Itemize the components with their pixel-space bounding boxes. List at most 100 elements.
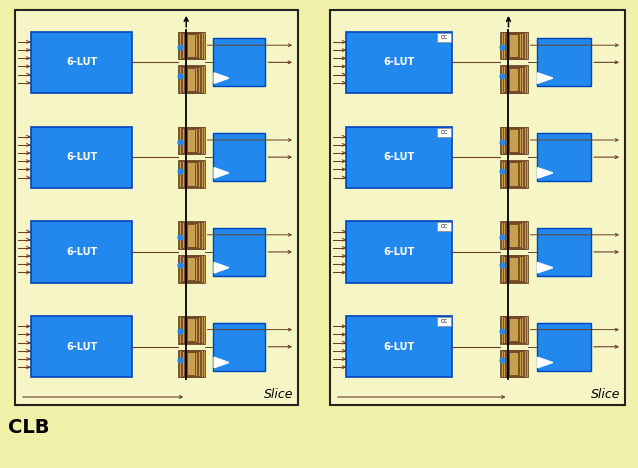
Bar [503,161,524,187]
Bar [181,317,202,343]
Bar [438,222,452,231]
Bar [506,128,521,153]
Bar [501,32,526,59]
Bar [178,32,205,59]
Bar [179,32,203,59]
Bar [505,222,523,248]
Bar [509,224,518,247]
Polygon shape [214,263,229,273]
Bar [181,222,202,248]
Bar [179,256,203,282]
Polygon shape [537,263,553,273]
Bar [500,160,528,188]
Bar [31,126,133,188]
Bar [182,256,200,281]
Bar [179,127,203,154]
Bar [184,128,198,153]
Bar [178,350,205,377]
Bar [213,38,265,86]
Bar [508,128,519,152]
Bar [506,33,521,58]
Polygon shape [214,73,229,83]
Bar [186,162,197,186]
Text: OC: OC [441,224,448,229]
Bar [500,32,528,59]
Bar [181,351,202,377]
Text: 6-LUT: 6-LUT [66,58,97,67]
Bar [505,317,523,343]
Bar [187,257,195,280]
Bar [330,10,625,405]
Bar [179,222,203,249]
Bar [509,129,518,152]
Text: Slice: Slice [591,388,620,401]
Text: OC: OC [441,130,448,134]
Bar [181,32,202,58]
Bar [508,67,519,91]
Bar [505,351,523,376]
Bar [182,66,200,92]
Bar [506,256,521,281]
Bar [505,66,523,92]
Bar [184,351,198,376]
Bar [186,223,197,247]
Bar [505,161,523,187]
Bar [181,127,202,154]
Bar [500,255,528,283]
Bar [438,127,452,137]
Polygon shape [214,357,229,368]
Bar [346,221,452,283]
Bar [500,316,528,344]
Bar [187,67,195,91]
Bar [186,351,197,375]
Bar [182,222,200,248]
Bar [537,323,591,371]
Bar [506,351,521,376]
Bar [503,317,524,343]
Bar [509,257,518,280]
Text: Slice: Slice [263,388,293,401]
Bar [503,127,524,154]
Text: 6-LUT: 6-LUT [66,342,97,352]
Bar [184,33,198,58]
Bar [186,318,197,342]
Bar [508,34,519,58]
Bar [509,352,518,375]
Bar [31,316,133,377]
Bar [182,33,200,58]
Bar [537,133,591,181]
Bar [181,161,202,187]
Bar [346,126,452,188]
Bar [213,323,265,371]
Bar [500,66,528,93]
Bar [182,128,200,153]
Bar [178,160,205,188]
Bar [178,126,205,154]
Bar [187,318,195,342]
Bar [509,318,518,342]
Text: 6-LUT: 6-LUT [383,58,415,67]
Text: 6-LUT: 6-LUT [383,342,415,352]
Bar [31,32,133,93]
Bar [213,228,265,276]
Text: 6-LUT: 6-LUT [383,152,415,162]
Bar [508,318,519,342]
Bar [184,318,198,342]
Bar [501,66,526,93]
Text: 6-LUT: 6-LUT [66,247,97,257]
Bar [501,127,526,154]
Bar [438,317,452,326]
Polygon shape [214,168,229,178]
Bar [506,223,521,248]
Bar [508,223,519,247]
Bar [500,221,528,249]
Bar [178,66,205,93]
Bar [181,66,202,92]
Polygon shape [537,73,553,83]
Bar [501,161,526,187]
Bar [186,34,197,58]
Bar [503,256,524,282]
Bar [179,66,203,93]
Bar [509,67,518,91]
Bar [179,316,203,344]
